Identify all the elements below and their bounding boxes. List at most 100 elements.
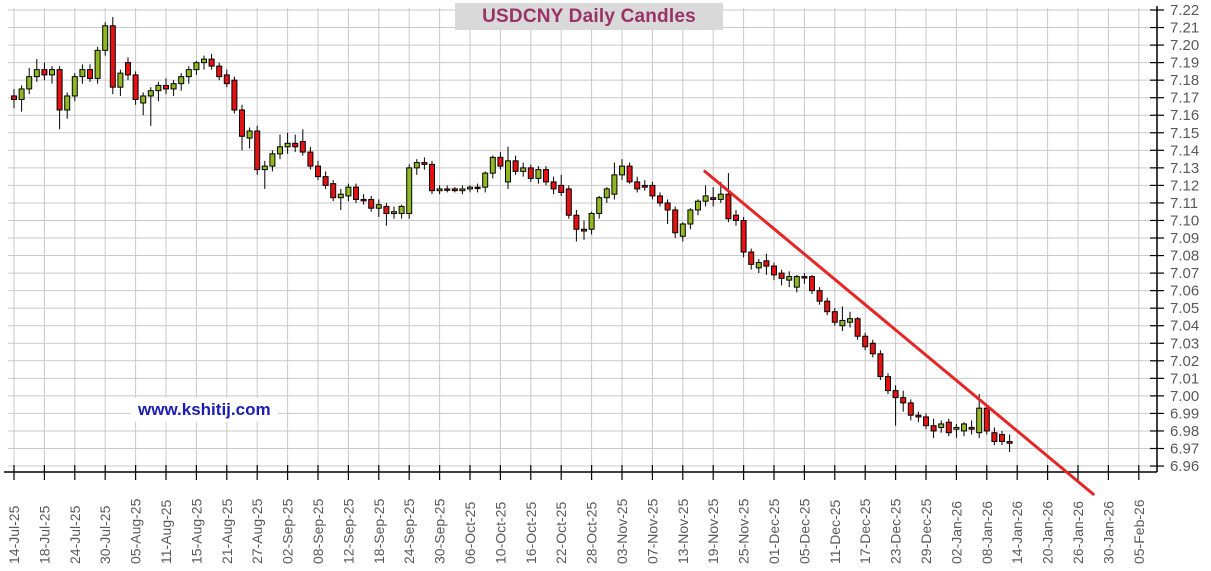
candle-up bbox=[170, 83, 177, 90]
x-axis-label: 21-Aug-25 bbox=[219, 498, 235, 564]
candle-down bbox=[573, 214, 580, 230]
x-axis-label: 25-Nov-25 bbox=[736, 498, 752, 564]
y-axis-label: 7.04 bbox=[1170, 318, 1199, 335]
candle-down bbox=[809, 276, 815, 292]
candle-down bbox=[634, 181, 641, 190]
candle-up bbox=[953, 426, 960, 430]
watermark: www.kshitij.com bbox=[131, 398, 278, 422]
candle-up bbox=[277, 146, 283, 155]
candle-up bbox=[520, 167, 527, 172]
x-axis-label: 20-Jan-26 bbox=[1040, 501, 1056, 564]
candle-up bbox=[755, 262, 762, 269]
candle-down bbox=[163, 84, 169, 90]
x-axis-label: 26-Jan-26 bbox=[1070, 501, 1086, 564]
candle-up bbox=[261, 165, 268, 171]
y-axis-label: 7.16 bbox=[1170, 107, 1199, 124]
candle-down bbox=[657, 195, 663, 204]
candle-down bbox=[991, 432, 998, 442]
y-axis-label: 6.99 bbox=[1170, 405, 1199, 422]
candle-up bbox=[94, 49, 101, 79]
x-axis-label: 11-Aug-25 bbox=[158, 499, 174, 564]
y-axis-label: 7.11 bbox=[1170, 195, 1198, 212]
candle-down bbox=[923, 416, 929, 427]
x-axis-label: 27-Aug-25 bbox=[249, 498, 265, 564]
candle-up bbox=[459, 188, 466, 192]
candle-down bbox=[672, 209, 679, 234]
candle-up bbox=[489, 156, 496, 174]
candle-down bbox=[330, 183, 337, 199]
candle-up bbox=[269, 153, 276, 167]
candle-up bbox=[702, 195, 709, 202]
x-axis-label: 17-Dec-25 bbox=[857, 498, 873, 564]
candle-up bbox=[611, 174, 618, 195]
candle-up bbox=[436, 188, 443, 192]
candle-up bbox=[49, 69, 55, 76]
candle-up bbox=[26, 76, 33, 90]
candle-up bbox=[193, 62, 200, 71]
candle-up bbox=[102, 25, 109, 51]
candle-up bbox=[337, 193, 344, 199]
candle-down bbox=[907, 402, 914, 416]
candle-down bbox=[132, 74, 139, 100]
candle-down bbox=[109, 25, 116, 88]
candle-down bbox=[763, 260, 770, 267]
candle-up bbox=[413, 162, 420, 169]
x-axis-label: 14-Jan-26 bbox=[1009, 501, 1025, 564]
candle-down bbox=[778, 272, 785, 279]
candle-up bbox=[505, 160, 511, 183]
candle-down bbox=[771, 265, 777, 276]
candle-up bbox=[847, 318, 853, 323]
candle-down bbox=[322, 176, 329, 186]
candle-down bbox=[558, 184, 565, 193]
x-axis-label: 05-Dec-25 bbox=[796, 498, 812, 564]
candle-down bbox=[641, 184, 648, 188]
candle-down bbox=[550, 181, 557, 190]
candle-down bbox=[208, 58, 215, 67]
candle-up bbox=[467, 186, 473, 190]
candle-up bbox=[18, 88, 25, 100]
candle-up bbox=[201, 58, 207, 64]
candle-down bbox=[125, 62, 131, 76]
x-axis-label: 29-Dec-25 bbox=[918, 498, 934, 564]
candle-down bbox=[368, 198, 375, 209]
y-axis-label: 7.19 bbox=[1170, 55, 1199, 72]
candle-down bbox=[816, 290, 823, 302]
candle-down bbox=[216, 65, 223, 78]
x-axis-label: 06-Oct-25 bbox=[462, 502, 478, 564]
candle-up bbox=[938, 423, 945, 428]
candle-up bbox=[596, 197, 603, 214]
x-axis-label: 13-Nov-25 bbox=[675, 498, 691, 564]
candle-down bbox=[421, 162, 428, 165]
x-axis-label: 01-Dec-25 bbox=[766, 498, 782, 564]
candle-down bbox=[930, 425, 937, 432]
y-axis-label: 7.14 bbox=[1170, 142, 1199, 159]
candle-up bbox=[588, 212, 595, 230]
candle-down bbox=[862, 335, 869, 348]
candle-up bbox=[345, 186, 352, 197]
x-axis-label: 23-Dec-25 bbox=[888, 498, 904, 564]
candle-down bbox=[733, 214, 739, 221]
y-axis-label: 7.00 bbox=[1170, 388, 1199, 405]
y-axis-label: 7.12 bbox=[1170, 177, 1199, 194]
candle-down bbox=[565, 188, 572, 216]
candle-down bbox=[801, 276, 808, 279]
candle-up bbox=[717, 193, 724, 200]
y-axis-label: 7.01 bbox=[1170, 370, 1199, 387]
candle-down bbox=[353, 186, 359, 200]
candle-up bbox=[178, 76, 185, 85]
candle-up bbox=[117, 72, 124, 88]
x-axis-label: 18-Jul-25 bbox=[36, 505, 52, 564]
y-axis-label: 7.05 bbox=[1170, 300, 1199, 317]
y-axis-label: 6.98 bbox=[1170, 423, 1199, 440]
candle-down bbox=[945, 421, 952, 434]
candle-up bbox=[398, 205, 405, 214]
x-axis-label: 30-Sep-25 bbox=[432, 498, 448, 564]
candle-down bbox=[543, 169, 549, 183]
candle-up bbox=[695, 200, 701, 211]
x-axis-label: 30-Jan-26 bbox=[1100, 501, 1116, 564]
trendline bbox=[703, 169, 1095, 496]
x-axis-label: 05-Feb-26 bbox=[1131, 499, 1147, 564]
candle-down bbox=[626, 165, 633, 183]
x-axis-label: 28-Oct-25 bbox=[584, 502, 600, 564]
y-axis-label: 7.09 bbox=[1170, 230, 1199, 247]
